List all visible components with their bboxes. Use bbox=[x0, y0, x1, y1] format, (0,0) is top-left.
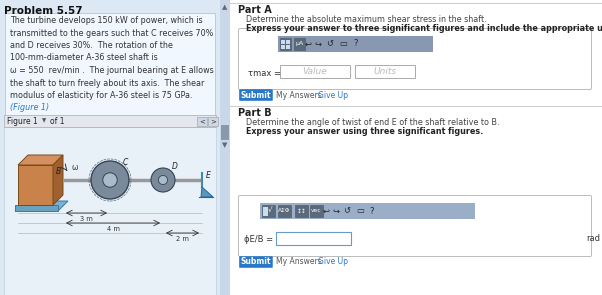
Text: >: > bbox=[210, 118, 216, 124]
FancyBboxPatch shape bbox=[262, 205, 275, 217]
FancyBboxPatch shape bbox=[355, 65, 415, 78]
Text: ▲: ▲ bbox=[222, 4, 228, 10]
Polygon shape bbox=[18, 155, 63, 165]
Text: ω: ω bbox=[71, 163, 78, 172]
Text: My Answers: My Answers bbox=[276, 258, 321, 266]
Text: ↺: ↺ bbox=[344, 206, 350, 216]
Polygon shape bbox=[18, 165, 53, 205]
FancyBboxPatch shape bbox=[221, 125, 229, 140]
Text: ϕE/B =: ϕE/B = bbox=[244, 235, 273, 245]
Text: Value: Value bbox=[303, 67, 327, 76]
Polygon shape bbox=[201, 187, 213, 197]
Text: 100-mm-diameter A-36 steel shaft is: 100-mm-diameter A-36 steel shaft is bbox=[10, 53, 158, 63]
FancyBboxPatch shape bbox=[208, 117, 218, 126]
Text: √: √ bbox=[268, 208, 272, 214]
FancyBboxPatch shape bbox=[276, 232, 351, 245]
Text: vec: vec bbox=[311, 209, 321, 214]
Text: ↺: ↺ bbox=[326, 40, 334, 48]
Polygon shape bbox=[53, 155, 63, 205]
Text: Units: Units bbox=[373, 67, 397, 76]
Text: Figure 1: Figure 1 bbox=[7, 117, 38, 125]
Text: ΑΣΦ: ΑΣΦ bbox=[278, 209, 291, 214]
Text: Determine the absolute maximum shear stress in the shaft.: Determine the absolute maximum shear str… bbox=[246, 15, 486, 24]
Text: Give Up: Give Up bbox=[318, 258, 348, 266]
Text: Part B: Part B bbox=[238, 108, 272, 118]
Text: Determine the angle of twist of end E of the shaft relative to B.: Determine the angle of twist of end E of… bbox=[246, 118, 500, 127]
Text: ↪: ↪ bbox=[332, 206, 340, 216]
Text: and D receives 30%.  The rotation of the: and D receives 30%. The rotation of the bbox=[10, 41, 173, 50]
Text: ▭: ▭ bbox=[339, 40, 347, 48]
Text: the shaft to turn freely about its axis.  The shear: the shaft to turn freely about its axis.… bbox=[10, 78, 204, 88]
FancyBboxPatch shape bbox=[0, 0, 230, 295]
FancyBboxPatch shape bbox=[281, 45, 285, 49]
Text: The turbine develops 150 kW of power, which is: The turbine develops 150 kW of power, wh… bbox=[10, 16, 203, 25]
Text: <: < bbox=[199, 118, 205, 124]
Text: Give Up: Give Up bbox=[318, 91, 348, 99]
Text: Express your answer to three significant figures and include the appropriate uni: Express your answer to three significant… bbox=[246, 24, 602, 33]
FancyBboxPatch shape bbox=[239, 256, 273, 268]
Text: Submit: Submit bbox=[241, 91, 272, 99]
Text: ω = 550  rev/min .  The journal bearing at E allows: ω = 550 rev/min . The journal bearing at… bbox=[10, 66, 214, 75]
FancyBboxPatch shape bbox=[295, 205, 308, 217]
Text: ▼: ▼ bbox=[222, 142, 228, 148]
Text: ↕↕: ↕↕ bbox=[297, 209, 306, 214]
FancyBboxPatch shape bbox=[294, 38, 305, 50]
Text: μA: μA bbox=[296, 42, 303, 47]
FancyBboxPatch shape bbox=[197, 117, 207, 126]
Text: ↪: ↪ bbox=[314, 40, 321, 48]
Text: ▭: ▭ bbox=[356, 206, 364, 216]
Text: Part A: Part A bbox=[238, 5, 272, 15]
FancyBboxPatch shape bbox=[278, 205, 291, 217]
Polygon shape bbox=[15, 205, 58, 211]
Text: My Answers: My Answers bbox=[276, 91, 321, 99]
Text: D: D bbox=[172, 162, 178, 171]
FancyBboxPatch shape bbox=[310, 205, 323, 217]
FancyBboxPatch shape bbox=[280, 38, 291, 50]
Text: (Figure 1): (Figure 1) bbox=[10, 104, 49, 112]
Text: 3 m: 3 m bbox=[80, 216, 93, 222]
Text: Submit: Submit bbox=[241, 258, 272, 266]
Text: B: B bbox=[56, 167, 61, 176]
Text: ▼: ▼ bbox=[42, 119, 46, 124]
Text: 2 m: 2 m bbox=[176, 236, 189, 242]
FancyBboxPatch shape bbox=[4, 115, 216, 127]
Text: Problem 5.57: Problem 5.57 bbox=[4, 6, 82, 16]
FancyBboxPatch shape bbox=[239, 89, 273, 101]
FancyBboxPatch shape bbox=[220, 0, 230, 295]
Circle shape bbox=[158, 176, 167, 185]
FancyBboxPatch shape bbox=[238, 29, 592, 89]
Text: ↩: ↩ bbox=[305, 40, 311, 48]
Circle shape bbox=[103, 173, 117, 187]
Circle shape bbox=[91, 161, 129, 199]
Circle shape bbox=[151, 168, 175, 192]
Text: τmax =: τmax = bbox=[248, 68, 281, 78]
FancyBboxPatch shape bbox=[286, 45, 290, 49]
Text: rad: rad bbox=[586, 234, 600, 243]
Text: C: C bbox=[123, 158, 128, 167]
FancyBboxPatch shape bbox=[4, 127, 216, 295]
FancyBboxPatch shape bbox=[5, 13, 215, 123]
Text: ↩: ↩ bbox=[323, 206, 329, 216]
FancyBboxPatch shape bbox=[281, 40, 285, 44]
FancyBboxPatch shape bbox=[286, 40, 290, 44]
FancyBboxPatch shape bbox=[263, 207, 268, 216]
Text: E: E bbox=[206, 171, 211, 181]
Text: transmitted to the gears such that C receives 70%: transmitted to the gears such that C rec… bbox=[10, 29, 213, 37]
Polygon shape bbox=[15, 201, 68, 211]
Text: Express your answer using three significant figures.: Express your answer using three signific… bbox=[246, 127, 483, 136]
Text: modulus of elasticity for A-36 steel is 75 GPa.: modulus of elasticity for A-36 steel is … bbox=[10, 91, 193, 100]
FancyBboxPatch shape bbox=[278, 36, 433, 52]
FancyBboxPatch shape bbox=[280, 65, 350, 78]
Text: of 1: of 1 bbox=[50, 117, 64, 125]
FancyBboxPatch shape bbox=[260, 203, 475, 219]
Text: 4 m: 4 m bbox=[107, 226, 119, 232]
Text: ?: ? bbox=[370, 206, 374, 216]
Text: ?: ? bbox=[354, 40, 358, 48]
FancyBboxPatch shape bbox=[238, 196, 592, 256]
